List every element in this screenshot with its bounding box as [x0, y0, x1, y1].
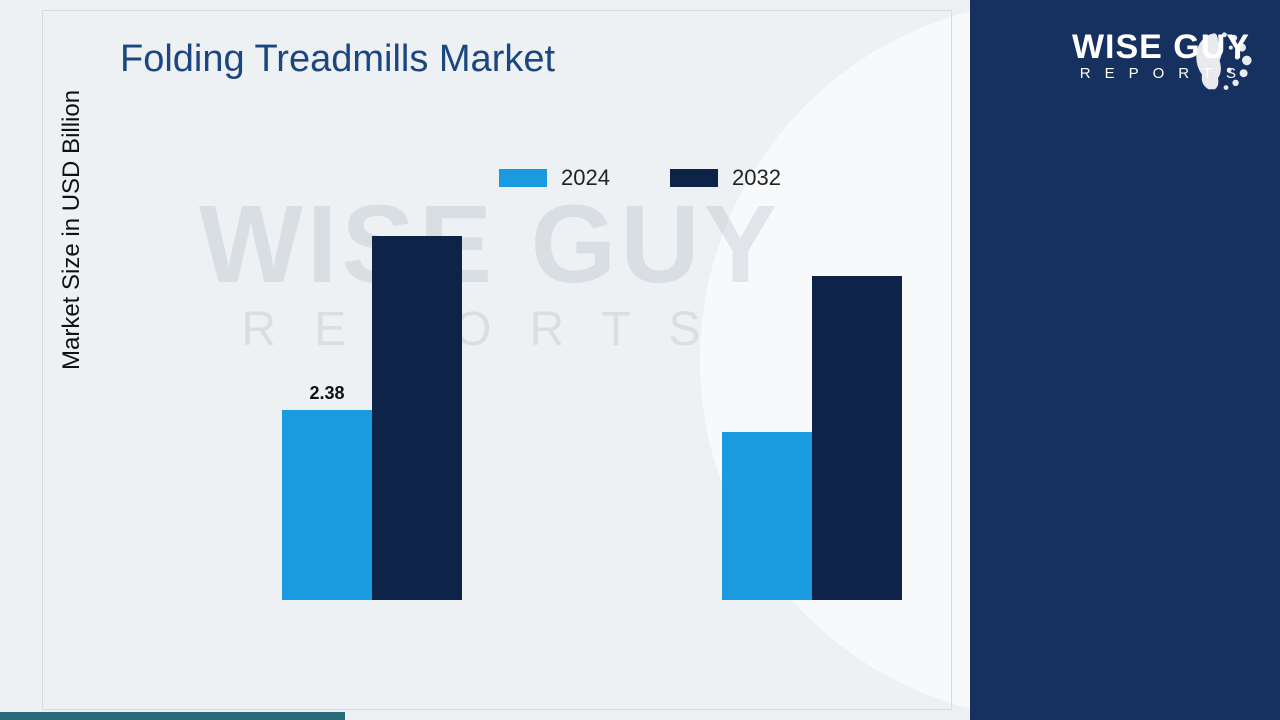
brand-logo: WISE GUY REPORTS — [1072, 28, 1250, 82]
y-axis-label: Market Size in USD Billion — [58, 90, 86, 370]
bar-2024 — [282, 410, 372, 600]
bar-2032 — [812, 276, 902, 600]
chart-title: Folding Treadmills Market — [120, 38, 555, 81]
bar-value-label: 2.38 — [282, 383, 372, 404]
legend-item-2024: 2024 — [499, 165, 610, 191]
legend-item-2032: 2032 — [670, 165, 781, 191]
bar-2032 — [372, 236, 462, 600]
legend-swatch-2024 — [499, 169, 547, 187]
legend-label-2032: 2032 — [732, 165, 781, 191]
legend-label-2024: 2024 — [561, 165, 610, 191]
bar-2024 — [722, 432, 812, 600]
legend-swatch-2032 — [670, 169, 718, 187]
brain-icon — [1178, 22, 1258, 102]
right-panel — [970, 0, 1280, 720]
bottom-accent-bar — [0, 712, 345, 720]
plot-area: 2.38Manual Folding TreadmillsElectric Fo… — [110, 200, 950, 630]
legend: 2024 2032 — [0, 165, 1280, 191]
chart-canvas: WISE GUY REPORTS Folding Treadmills Mark… — [0, 0, 1280, 720]
